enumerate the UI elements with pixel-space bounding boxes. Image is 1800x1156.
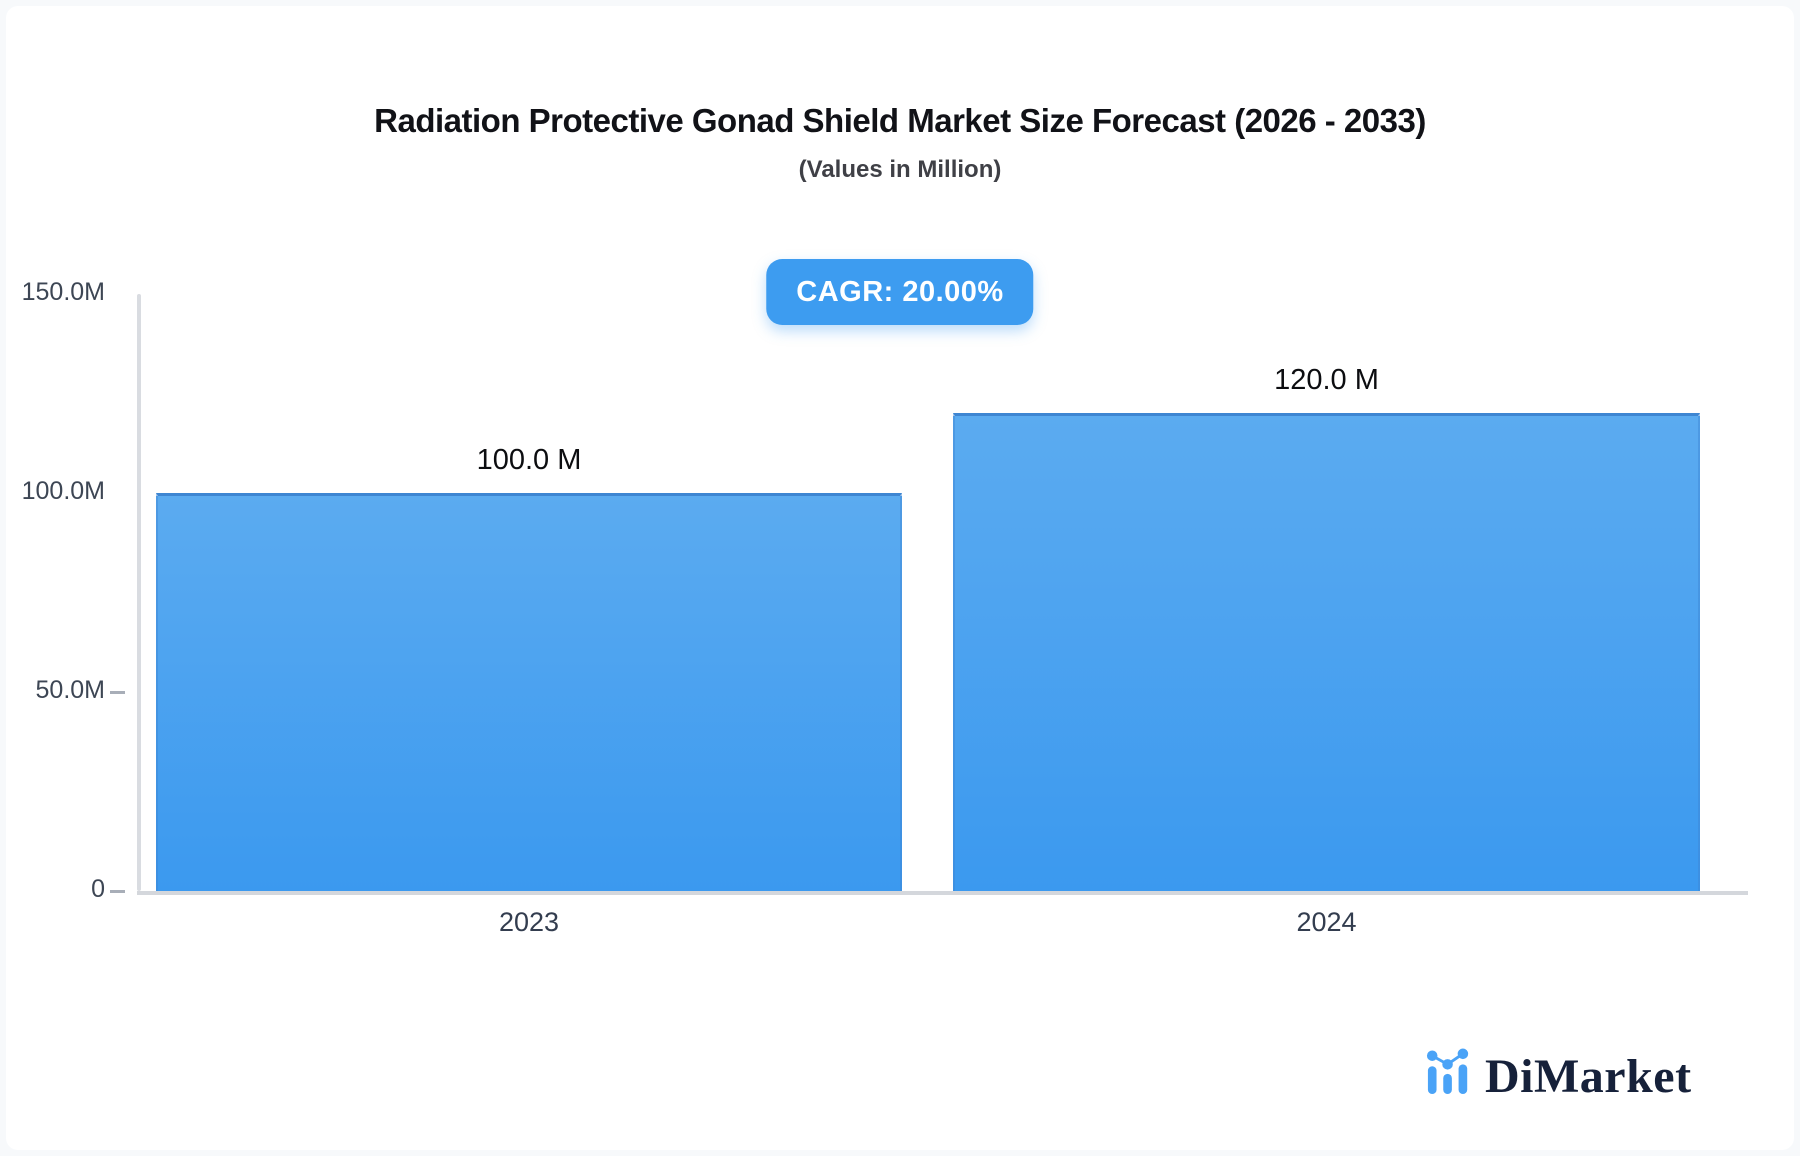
y-tick-label-100: 100.0M <box>21 477 105 505</box>
chart-card: Radiation Protective Gonad Shield Market… <box>6 6 1794 1150</box>
x-axis-label-2024: 2024 <box>1296 907 1357 937</box>
y-tick-mark <box>110 691 125 694</box>
brand-logo: DiMarket <box>1426 1048 1692 1101</box>
brand-name: DiMarket <box>1485 1050 1692 1103</box>
plot-area: 150.0M 100.0M 50.0M 0 100.0 M 120.0 M 20… <box>6 6 1794 1150</box>
chart-title: Radiation Protective Gonad Shield Market… <box>374 102 1426 139</box>
chart-subtitle: (Values in Million) <box>798 156 1002 183</box>
y-tick-label-50: 50.0M <box>35 676 105 704</box>
cagr-badge: CAGR: 20.00% <box>766 259 1034 325</box>
x-axis-line <box>137 891 1748 895</box>
y-tick-mark <box>110 890 125 893</box>
bar-chart-trend-icon <box>1426 1048 1472 1101</box>
bar-2024 <box>953 413 1700 891</box>
y-tick-label-150: 150.0M <box>21 278 105 306</box>
bar-2023 <box>156 493 902 891</box>
y-tick-label-0: 0 <box>91 875 105 903</box>
bar-value-label-2023: 100.0 M <box>476 444 582 476</box>
x-axis-label-2023: 2023 <box>498 907 560 937</box>
y-axis-line <box>137 294 141 891</box>
bar-value-label-2024: 120.0 M <box>1274 364 1379 396</box>
